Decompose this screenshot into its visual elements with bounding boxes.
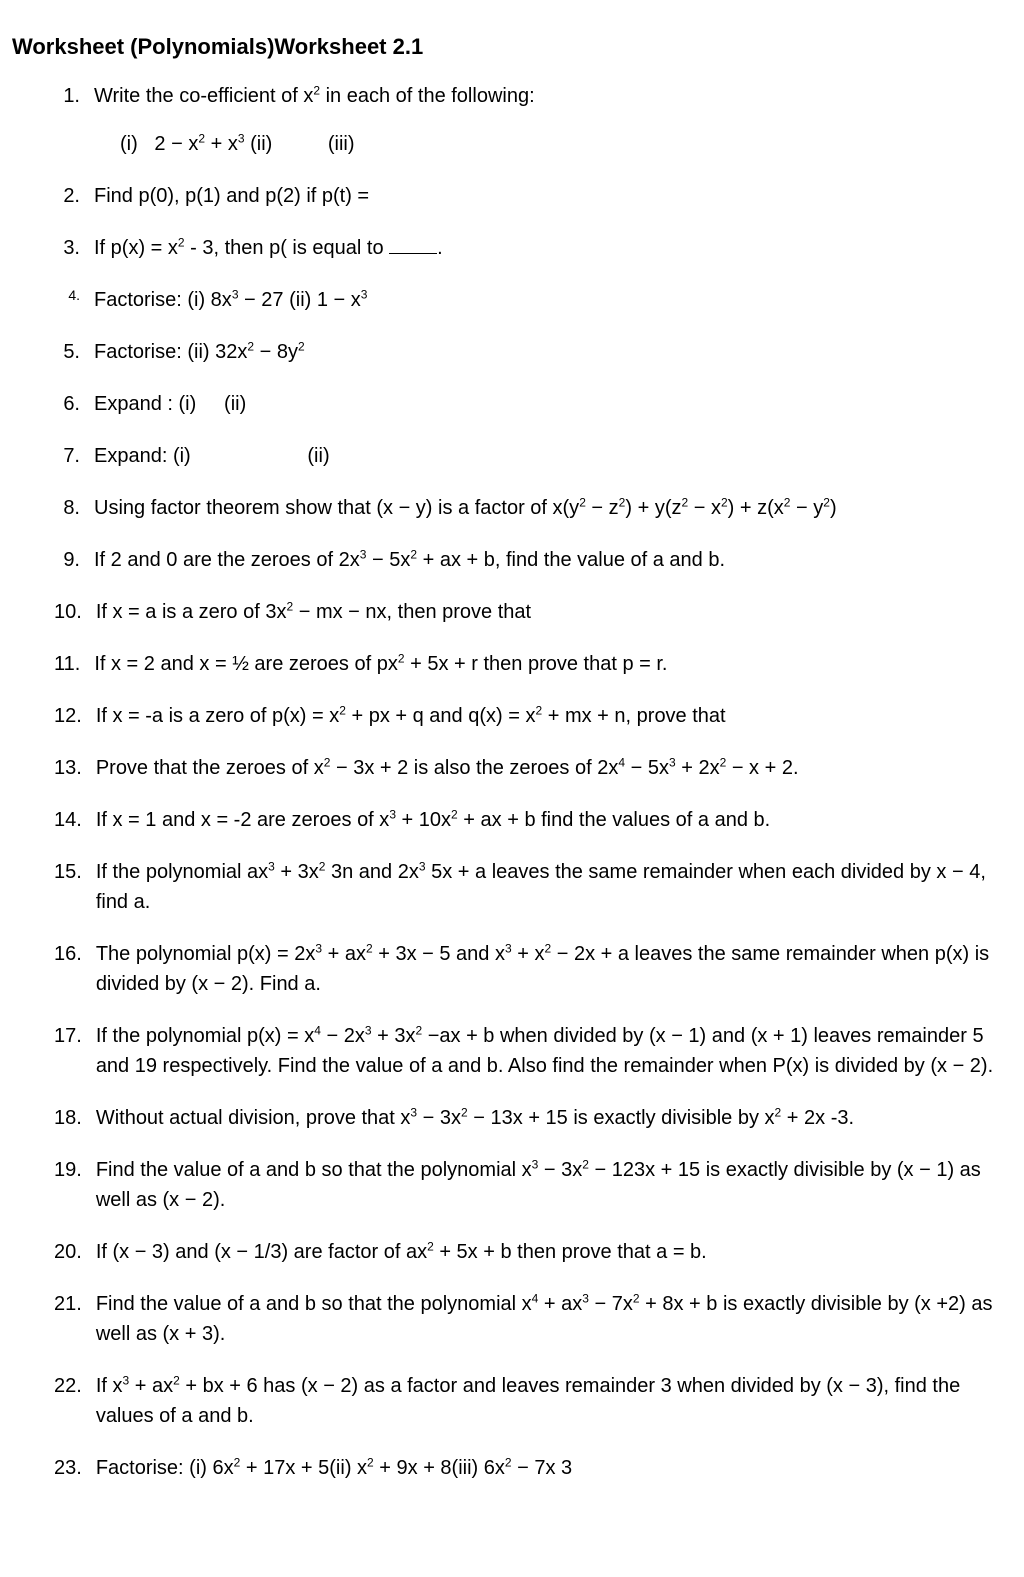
question-item: 14.If x = 1 and x = -2 are zeroes of x3 …: [54, 805, 1004, 835]
question-subrow: (i) 2 − x2 + x3 (ii) (iii): [94, 129, 1004, 159]
question-item: 23.Factorise: (i) 6x2 + 17x + 5(ii) x2 +…: [54, 1453, 1004, 1483]
question-item: 13.Prove that the zeroes of x2 − 3x + 2 …: [54, 753, 1004, 783]
question-item: 1.Write the co-efficient of x2 in each o…: [54, 81, 1004, 159]
worksheet-title: Worksheet (Polynomials)Worksheet 2.1: [12, 30, 1004, 63]
question-number: 19.: [54, 1155, 96, 1215]
question-body: Find the value of a and b so that the po…: [96, 1289, 1004, 1349]
question-number: 15.: [54, 857, 96, 917]
question-item: 2.Find p(0), p(1) and p(2) if p(t) =: [54, 181, 1004, 211]
question-body: If 2 and 0 are the zeroes of 2x3 − 5x2 +…: [94, 545, 1004, 575]
question-number: 5.: [54, 337, 94, 367]
question-number: 1.: [54, 81, 94, 159]
question-item: 15.If the polynomial ax3 + 3x2 3n and 2x…: [54, 857, 1004, 917]
question-body: Prove that the zeroes of x2 − 3x + 2 is …: [96, 753, 1004, 783]
question-number: 16.: [54, 939, 96, 999]
question-number: 18.: [54, 1103, 96, 1133]
question-body: Find the value of a and b so that the po…: [96, 1155, 1004, 1215]
question-number: 8.: [54, 493, 94, 523]
question-body: If the polynomial ax3 + 3x2 3n and 2x3 5…: [96, 857, 1004, 917]
question-number: 21.: [54, 1289, 96, 1349]
question-body: If x3 + ax2 + bx + 6 has (x − 2) as a fa…: [96, 1371, 1004, 1431]
question-body: Factorise: (ii) 32x2 − 8y2: [94, 337, 1004, 367]
question-number: 2.: [54, 181, 94, 211]
question-number: 10.: [54, 597, 96, 627]
question-body: If p(x) = x2 - 3, then p( is equal to .: [94, 233, 1004, 263]
question-item: 10.If x = a is a zero of 3x2 − mx − nx, …: [54, 597, 1004, 627]
question-item: 22.If x3 + ax2 + bx + 6 has (x − 2) as a…: [54, 1371, 1004, 1431]
question-number: 7.: [54, 441, 94, 471]
question-item: 17.If the polynomial p(x) = x4 − 2x3 + 3…: [54, 1021, 1004, 1081]
question-body: Using factor theorem show that (x − y) i…: [94, 493, 1004, 523]
question-number: 11.: [54, 649, 94, 679]
question-item: 21.Find the value of a and b so that the…: [54, 1289, 1004, 1349]
question-number: 4.: [54, 285, 94, 315]
question-body: If x = 2 and x = ½ are zeroes of px2 + 5…: [94, 649, 1004, 679]
question-body: Without actual division, prove that x3 −…: [96, 1103, 1004, 1133]
question-number: 6.: [54, 389, 94, 419]
question-body: Expand : (i) (ii): [94, 389, 1004, 419]
question-item: 4.Factorise: (i) 8x3 − 27 (ii) 1 − x3: [54, 285, 1004, 315]
question-item: 5.Factorise: (ii) 32x2 − 8y2: [54, 337, 1004, 367]
question-item: 18.Without actual division, prove that x…: [54, 1103, 1004, 1133]
question-number: 14.: [54, 805, 96, 835]
question-item: 11.If x = 2 and x = ½ are zeroes of px2 …: [54, 649, 1004, 679]
question-item: 8.Using factor theorem show that (x − y)…: [54, 493, 1004, 523]
question-body: The polynomial p(x) = 2x3 + ax2 + 3x − 5…: [96, 939, 1004, 999]
question-body: If the polynomial p(x) = x4 − 2x3 + 3x2 …: [96, 1021, 1004, 1081]
question-list: 1.Write the co-efficient of x2 in each o…: [12, 81, 1004, 1483]
question-item: 3.If p(x) = x2 - 3, then p( is equal to …: [54, 233, 1004, 263]
question-number: 13.: [54, 753, 96, 783]
question-number: 17.: [54, 1021, 96, 1081]
question-number: 20.: [54, 1237, 96, 1267]
question-item: 7.Expand: (i) (ii): [54, 441, 1004, 471]
question-item: 12.If x = -a is a zero of p(x) = x2 + px…: [54, 701, 1004, 731]
question-body: If x = 1 and x = -2 are zeroes of x3 + 1…: [96, 805, 1004, 835]
question-body: Factorise: (i) 8x3 − 27 (ii) 1 − x3: [94, 285, 1004, 315]
question-item: 16.The polynomial p(x) = 2x3 + ax2 + 3x …: [54, 939, 1004, 999]
question-body: Write the co-efficient of x2 in each of …: [94, 81, 1004, 159]
question-body: If (x − 3) and (x − 1/3) are factor of a…: [96, 1237, 1004, 1267]
question-body: Find p(0), p(1) and p(2) if p(t) =: [94, 181, 1004, 211]
question-body: Factorise: (i) 6x2 + 17x + 5(ii) x2 + 9x…: [96, 1453, 1004, 1483]
question-number: 9.: [54, 545, 94, 575]
question-body: If x = -a is a zero of p(x) = x2 + px + …: [96, 701, 1004, 731]
question-number: 22.: [54, 1371, 96, 1431]
question-item: 9.If 2 and 0 are the zeroes of 2x3 − 5x2…: [54, 545, 1004, 575]
question-number: 23.: [54, 1453, 96, 1483]
question-body: If x = a is a zero of 3x2 − mx − nx, the…: [96, 597, 1004, 627]
question-item: 6.Expand : (i) (ii): [54, 389, 1004, 419]
question-body: Expand: (i) (ii): [94, 441, 1004, 471]
question-item: 20.If (x − 3) and (x − 1/3) are factor o…: [54, 1237, 1004, 1267]
question-item: 19.Find the value of a and b so that the…: [54, 1155, 1004, 1215]
question-number: 12.: [54, 701, 96, 731]
question-number: 3.: [54, 233, 94, 263]
